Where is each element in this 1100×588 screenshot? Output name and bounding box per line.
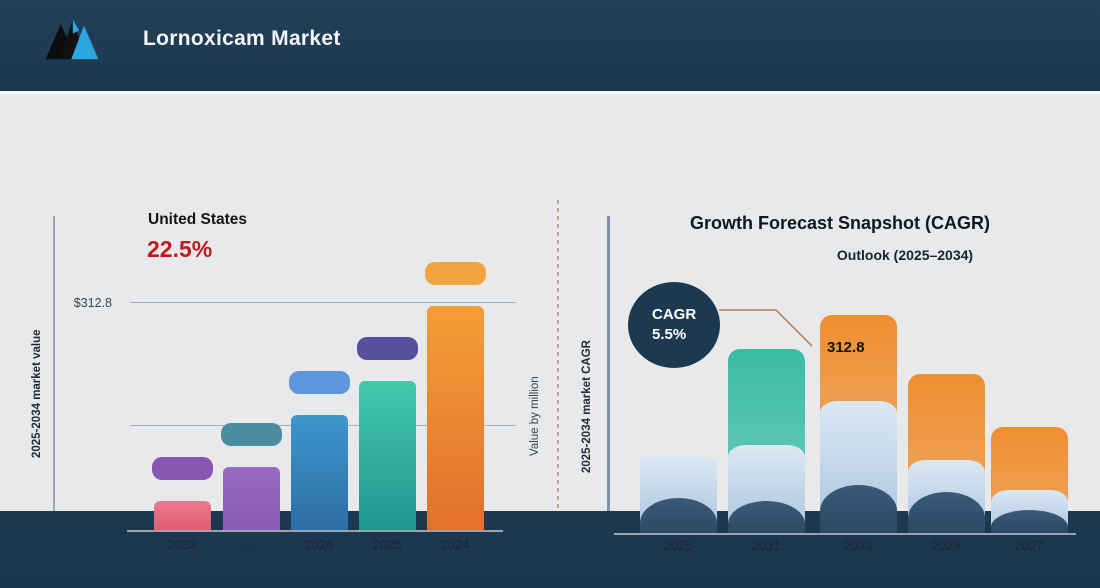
x-label-.....: ..... — [241, 537, 261, 552]
bar-cap-..... — [220, 423, 282, 446]
x-label-2026: 2026 — [304, 537, 334, 552]
left-y-axis-label: 2025-2034 market value — [31, 329, 43, 459]
x-label-2025: 2025 — [372, 537, 402, 552]
bar-2033 — [153, 501, 211, 531]
x-label-2033: 2033 — [843, 538, 873, 553]
bar-annotation-value: 312.8 — [827, 339, 865, 356]
header: Lornoxicam Market — [0, 0, 1100, 91]
bar-base-2027 — [990, 510, 1068, 534]
x-label-2027: 2027 — [1014, 538, 1044, 553]
bar-cap-2024 — [424, 262, 486, 285]
ytick-312: $312.8 — [73, 296, 112, 310]
bar-base-2031 — [727, 501, 805, 534]
bar-cap-2025 — [356, 337, 418, 360]
bar-base-2033 — [819, 485, 897, 534]
content-panel: 2025-2034 market value United States 22.… — [0, 91, 1100, 580]
x-label-2025: 2025 — [663, 538, 693, 553]
cagr-badge-value: 5.5% — [652, 326, 687, 343]
right-y-axis-line — [607, 216, 610, 538]
bar-..... — [222, 467, 280, 531]
bar-top-2033 — [819, 315, 897, 417]
bar-2024 — [426, 306, 484, 531]
x-label-2031: 2031 — [751, 538, 781, 553]
left-y-axis-line — [53, 216, 55, 539]
value-by-million-label: Value by million — [529, 376, 541, 457]
left-chart-highlight-value: 22.5% — [147, 236, 213, 262]
x-label-2024: 2024 — [440, 537, 470, 552]
right-y-axis-label: 2025-2034 market CAGR — [581, 340, 593, 473]
bar-2025 — [358, 381, 416, 531]
bar-top-2029 — [907, 374, 985, 476]
bar-cap-2033 — [151, 457, 213, 480]
gridline-top — [130, 302, 516, 304]
page-title: Lornoxicam Market — [143, 27, 341, 50]
bar-top-2031 — [727, 349, 805, 461]
bar-base-2029 — [907, 492, 985, 534]
ama-logo-icon — [45, 19, 99, 60]
panel-divider — [557, 200, 559, 580]
right-x-axis-line — [614, 533, 1076, 535]
x-label-2029: 2029 — [931, 538, 961, 553]
bar-cap-2026 — [288, 371, 350, 394]
cagr-badge: CAGR 5.5% — [628, 282, 720, 368]
right-chart-title: Growth Forecast Snapshot (CAGR) — [689, 213, 990, 233]
cagr-badge-label: CAGR — [652, 306, 697, 324]
right-chart-subtitle: Outlook (2025–2034) — [836, 247, 974, 263]
x-label-2033: 2033 — [167, 537, 197, 552]
left-chart-title: United States — [148, 211, 248, 228]
left-x-axis-line — [127, 530, 503, 532]
bar-base-2025 — [639, 498, 717, 534]
bar-2026 — [290, 415, 348, 531]
